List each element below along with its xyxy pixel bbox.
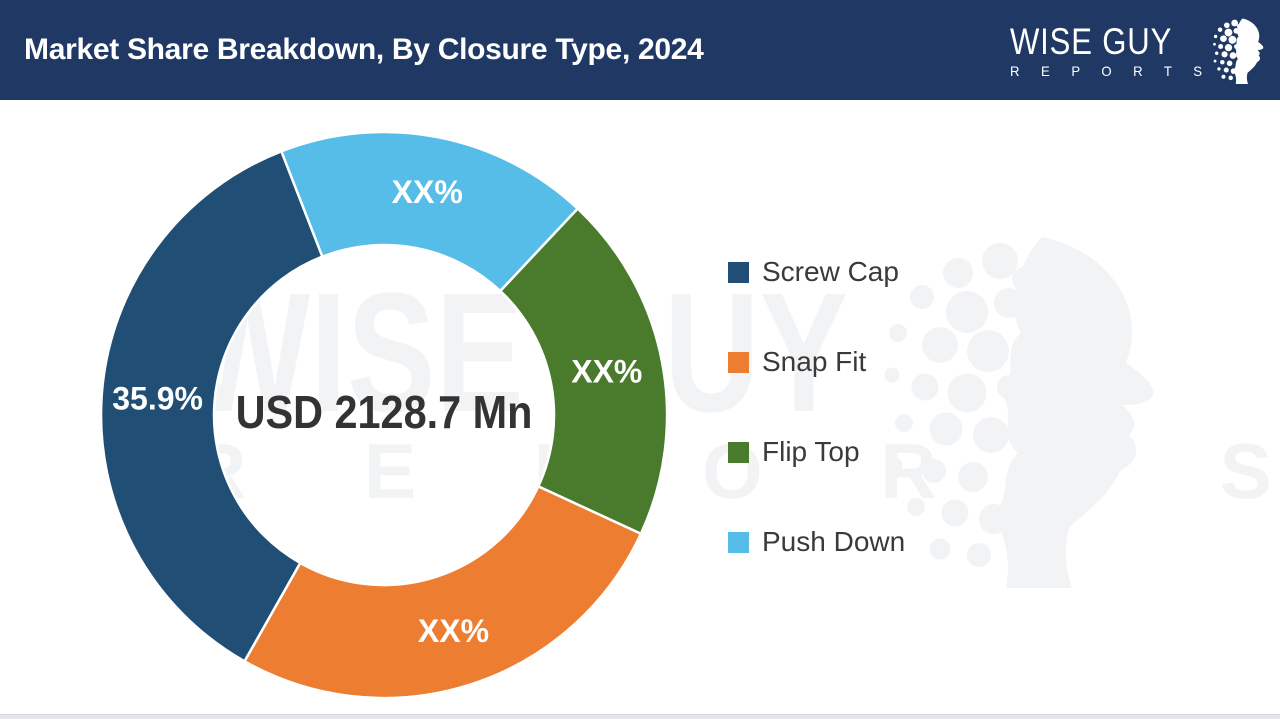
legend-marker-flip-top bbox=[728, 441, 749, 463]
slice-value-label-push-down: XX% bbox=[392, 174, 463, 210]
legend-label-push-down: Push Down bbox=[762, 526, 906, 557]
donut-slice-screw-cap bbox=[99, 150, 324, 663]
brand-logo-text: WISE GUY R E P O R T S bbox=[1010, 20, 1224, 79]
legend-marker-screw-cap bbox=[728, 261, 749, 283]
donut-slice-flip-top bbox=[499, 207, 669, 536]
brand-subtitle: R E P O R T S bbox=[1010, 62, 1212, 79]
donut-slice-snap-fit bbox=[243, 485, 643, 700]
slice-value-label-flip-top: XX% bbox=[571, 354, 642, 390]
legend-marker-snap-fit bbox=[728, 351, 749, 373]
legend-item-snap-fit: Snap Fit bbox=[728, 348, 905, 376]
chart-center-value: USD 2128.7 Mn bbox=[235, 386, 533, 438]
header-bar: Market Share Breakdown, By Closure Type,… bbox=[0, 0, 1280, 100]
slice-value-label-screw-cap: 35.9% bbox=[112, 381, 203, 417]
chart-legend: Screw Cap Snap Fit Flip Top Push Down bbox=[728, 258, 905, 556]
brand-logo: WISE GUY R E P O R T S bbox=[1010, 8, 1266, 94]
page-title: Market Share Breakdown, By Closure Type,… bbox=[24, 33, 704, 66]
brand-name: WISE GUY bbox=[1010, 20, 1173, 62]
brand-face-icon bbox=[1213, 18, 1264, 85]
legend-marker-push-down bbox=[728, 531, 749, 553]
legend-item-flip-top: Flip Top bbox=[728, 438, 905, 466]
legend-label-flip-top: Flip Top bbox=[762, 436, 860, 467]
slice-value-label-snap-fit: XX% bbox=[418, 613, 489, 649]
legend-item-screw-cap: Screw Cap bbox=[728, 258, 905, 286]
legend-label-snap-fit: Snap Fit bbox=[762, 346, 867, 377]
donut-slice-push-down bbox=[280, 130, 579, 293]
footer-strip bbox=[0, 714, 1280, 719]
legend-item-push-down: Push Down bbox=[728, 528, 905, 556]
legend-label-screw-cap: Screw Cap bbox=[762, 256, 899, 287]
